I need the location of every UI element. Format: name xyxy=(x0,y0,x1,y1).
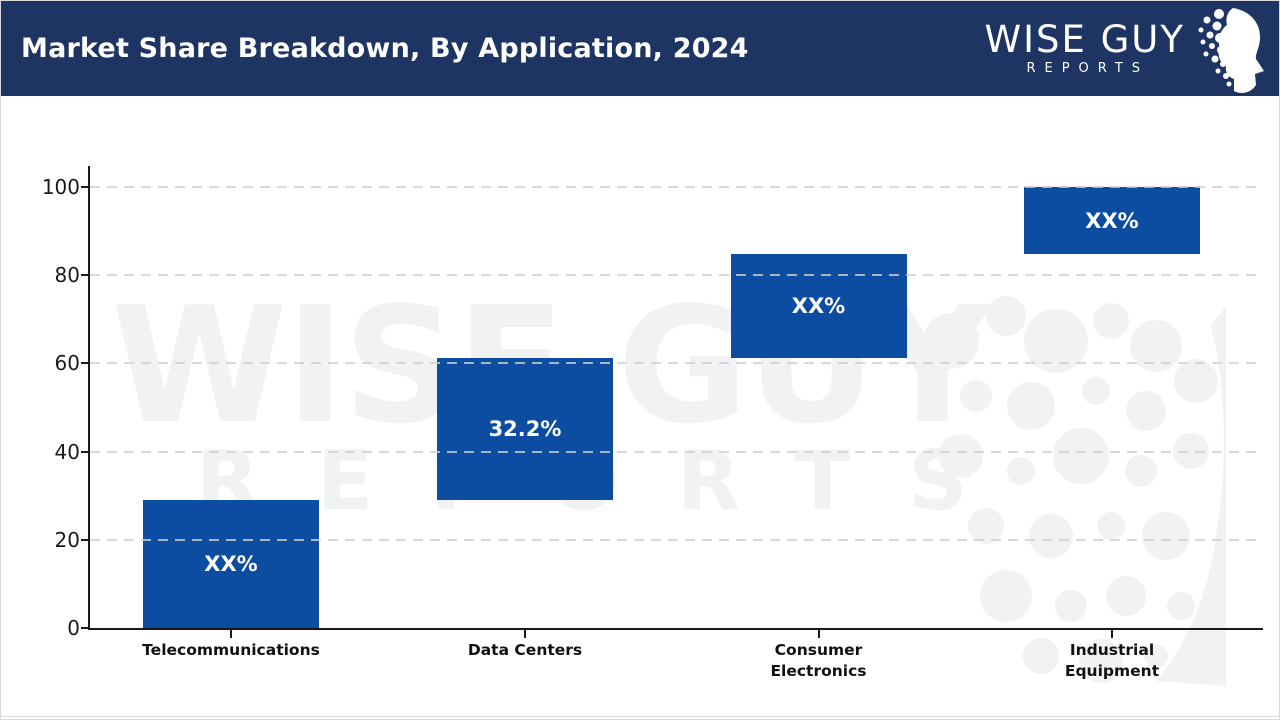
x-category-label: Telecommunications xyxy=(142,641,320,659)
bar-segment xyxy=(1024,187,1200,255)
y-axis-line xyxy=(88,166,90,630)
grid-line xyxy=(90,186,1263,188)
bar-value-label: XX% xyxy=(1085,208,1139,233)
y-tick-mark xyxy=(81,538,89,541)
y-tick-label: 20 xyxy=(54,527,80,552)
logo-wordmark: WISE GUY xyxy=(984,18,1185,61)
grid-line xyxy=(90,274,1263,277)
wiseguy-face-icon xyxy=(1198,7,1264,93)
bar-segment xyxy=(730,254,907,359)
y-tick-mark xyxy=(81,274,89,277)
x-tick-mark xyxy=(524,630,526,638)
bar-value-label: XX% xyxy=(791,294,846,319)
y-tick-mark xyxy=(81,362,89,365)
x-axis-line xyxy=(88,628,1263,630)
header: Market Share Breakdown, By Application, … xyxy=(1,1,1279,96)
x-tick-mark xyxy=(817,630,820,638)
y-tick-label: 60 xyxy=(54,351,80,376)
bar-segment xyxy=(143,500,319,628)
x-tick-mark xyxy=(1111,630,1113,638)
y-tick-mark xyxy=(81,627,89,629)
bottom-divider xyxy=(1,716,1279,717)
chart-title: Market Share Breakdown, By Application, … xyxy=(21,33,749,64)
bar-value-label: XX% xyxy=(204,552,258,577)
y-tick-label: 100 xyxy=(41,175,80,199)
watermark-face-icon xyxy=(923,296,1226,686)
logo-subtitle: REPORTS xyxy=(1026,61,1150,76)
y-tick-label: 80 xyxy=(54,263,80,288)
wiseguy-logo: WISE GUY REPORTS xyxy=(985,4,1279,94)
x-tick-mark xyxy=(230,630,232,638)
grid-line xyxy=(90,538,1263,541)
x-category-label: Consumer Electronics xyxy=(770,641,867,680)
x-category-label: Data Centers xyxy=(467,641,583,659)
x-category-label: Industrial Equipment xyxy=(1064,641,1160,680)
y-tick-mark xyxy=(81,186,89,188)
bar-value-label: 32.2% xyxy=(488,417,562,442)
logo-text: WISE GUY REPORTS xyxy=(985,21,1185,76)
bar-segment xyxy=(437,358,613,501)
grid-line xyxy=(90,362,1263,365)
y-tick-mark xyxy=(81,450,89,453)
grid-line xyxy=(90,450,1263,453)
y-tick-label: 40 xyxy=(54,439,80,464)
waterfall-chart: WISE GUY REPORTS 020406080100XX%Telecomm… xyxy=(1,96,1279,719)
y-tick-label: 0 xyxy=(67,616,80,640)
